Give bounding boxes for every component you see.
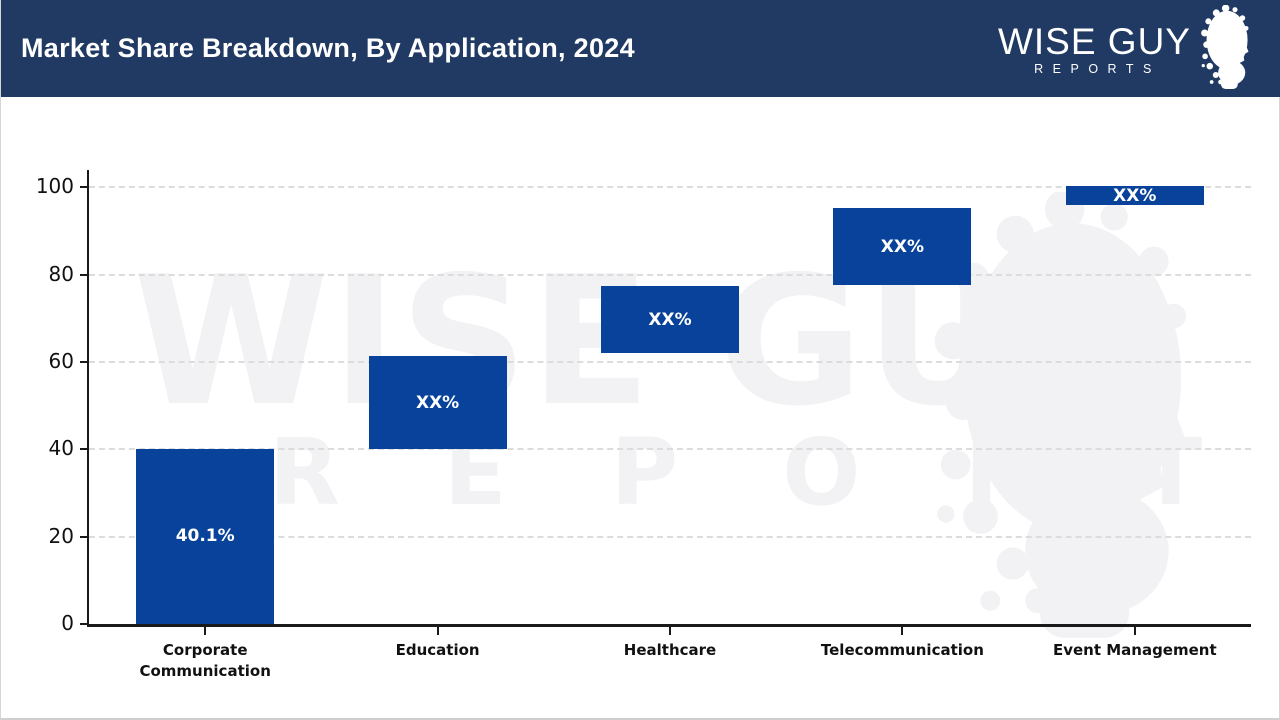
logo-wordmark: WISE GUY bbox=[997, 21, 1191, 63]
bar-value-label: XX% bbox=[1113, 185, 1157, 206]
x-category-label: Healthcare bbox=[623, 641, 717, 659]
y-tick-label: 0 bbox=[61, 611, 74, 635]
logo-subtext: REPORTS bbox=[1034, 62, 1161, 77]
y-tick-mark bbox=[80, 273, 89, 276]
y-tick-mark bbox=[80, 448, 89, 451]
header-banner: Market Share Breakdown, By Application, … bbox=[1, 0, 1280, 97]
bar-value-label: 40.1% bbox=[175, 526, 235, 547]
wise-guy-logo: WISE GUY REPORTS bbox=[998, 4, 1263, 89]
gridline-60 bbox=[89, 361, 1251, 364]
x-category-label: Education bbox=[395, 641, 480, 659]
x-category-label: Event Management bbox=[1052, 641, 1217, 659]
bar-healthcare: XX% bbox=[601, 286, 739, 354]
y-tick-label: 40 bbox=[48, 436, 74, 461]
x-category-label: Telecommunication bbox=[820, 641, 984, 659]
y-tick-label: 20 bbox=[48, 523, 74, 548]
x-axis-line bbox=[87, 624, 1251, 627]
wise-guy-head-icon bbox=[1201, 4, 1249, 89]
y-tick-label: 100 bbox=[35, 174, 74, 199]
gridline-100 bbox=[89, 186, 1251, 189]
x-tick-mark bbox=[901, 626, 904, 635]
bar-telecommunication: XX% bbox=[833, 207, 972, 286]
x-tick-mark bbox=[669, 626, 671, 635]
x-tick-mark bbox=[204, 626, 207, 635]
y-tick-label: 60 bbox=[48, 349, 74, 374]
gridline-20 bbox=[89, 535, 1251, 538]
bar-education: XX% bbox=[368, 356, 507, 449]
y-tick-mark bbox=[80, 361, 89, 364]
page-title: Market Share Breakdown, By Application, … bbox=[21, 33, 635, 63]
y-tick-label: 80 bbox=[48, 261, 74, 286]
y-tick-mark bbox=[80, 535, 89, 538]
y-tick-mark bbox=[80, 186, 89, 189]
bar-value-label: XX% bbox=[648, 309, 692, 330]
gridline-40 bbox=[89, 448, 1251, 451]
bar-value-label: XX% bbox=[880, 236, 925, 257]
gridline-80 bbox=[89, 273, 1251, 276]
bar-event-management: XX% bbox=[1065, 185, 1204, 206]
logo-text: WISE GUY REPORTS bbox=[998, 23, 1191, 76]
y-axis-line bbox=[87, 170, 89, 626]
chart-canvas: WISE GUY R E P O R T S 02040608010040.1%… bbox=[1, 97, 1280, 720]
x-tick-mark bbox=[1133, 626, 1136, 635]
bar-corporate-communication: 40.1% bbox=[136, 448, 275, 624]
x-category-label: Corporate Communication bbox=[139, 641, 271, 680]
x-tick-mark bbox=[436, 626, 439, 635]
bar-value-label: XX% bbox=[415, 392, 460, 413]
y-tick-mark bbox=[80, 623, 89, 625]
